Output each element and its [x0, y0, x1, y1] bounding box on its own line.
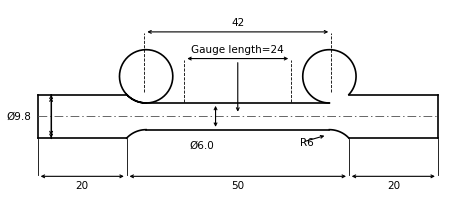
Text: 20: 20	[76, 181, 89, 191]
Text: Gauge length=24: Gauge length=24	[191, 45, 284, 55]
Text: 50: 50	[231, 181, 244, 191]
Text: 42: 42	[231, 18, 245, 28]
Text: 20: 20	[387, 181, 400, 191]
Text: R6: R6	[300, 138, 314, 148]
Text: Ø9.8: Ø9.8	[6, 111, 31, 121]
Text: Ø6.0: Ø6.0	[190, 141, 215, 151]
